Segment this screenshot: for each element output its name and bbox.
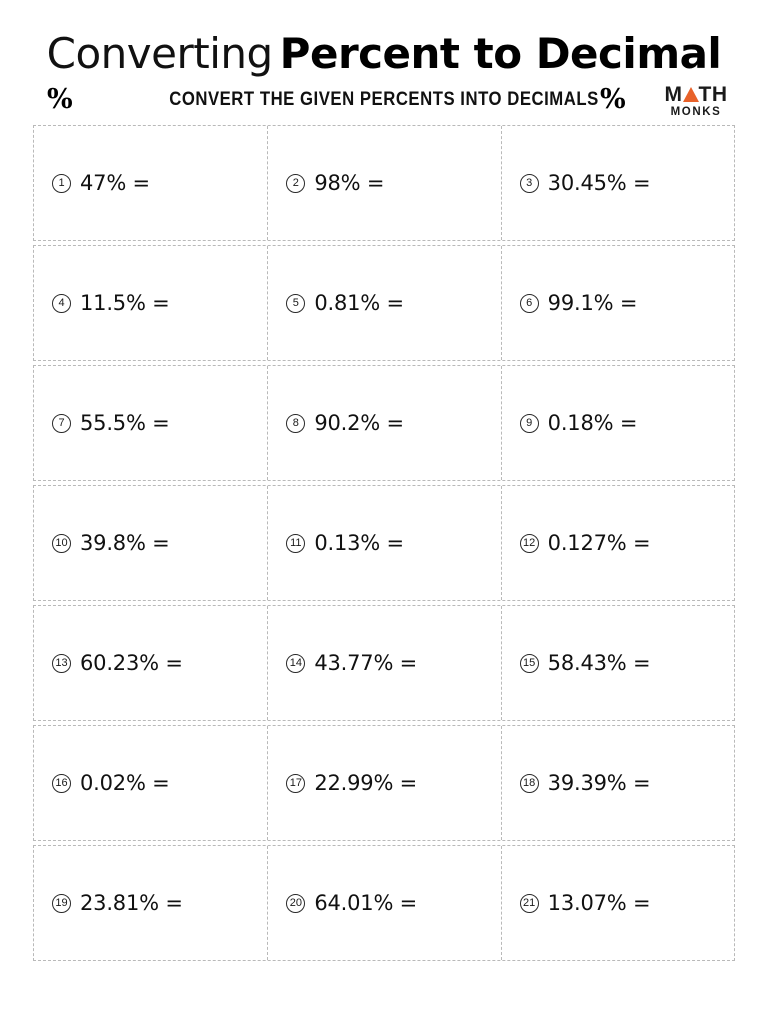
problem-expression: 64.01% =: [314, 891, 418, 915]
problem-number-badge: 19: [52, 893, 71, 913]
problem-grid: 1 47% = 2 98% = 3 30.45% = 4 11.5% = 5 0.81% = 6 99…: [33, 125, 735, 965]
problem-number-badge: 20: [286, 893, 306, 913]
page-title-light: Converting: [46, 29, 274, 78]
problem-number-badge: 6: [519, 293, 539, 313]
problem-expression: 11.5% =: [80, 291, 170, 315]
problem-number-badge: 9: [519, 413, 539, 433]
problem-cell[interactable]: 4 11.5% =: [34, 246, 267, 360]
problem-cell[interactable]: 5 0.81% =: [267, 246, 500, 360]
problem-number-badge: 14: [286, 653, 306, 673]
page-title: Converting Percent to Decimal: [0, 0, 768, 75]
problem-cell[interactable]: 8 90.2% =: [267, 366, 500, 480]
problem-row: 4 11.5% = 5 0.81% = 6 99.1% =: [33, 245, 735, 361]
problem-cell[interactable]: 6 99.1% =: [500, 246, 734, 360]
problem-cell[interactable]: 2 98% =: [267, 126, 500, 240]
problem-expression: 13.07% =: [547, 891, 651, 915]
problem-cell[interactable]: 12 0.127% =: [500, 486, 734, 600]
problem-expression: 60.23% =: [80, 651, 183, 675]
percent-symbol-right-icon: %: [600, 84, 626, 115]
problem-row: 10 39.8% = 11 0.13% = 12 0.127% =: [33, 485, 735, 601]
problem-cell[interactable]: 3 30.45% =: [500, 126, 734, 240]
problem-number-badge: 11: [286, 533, 306, 553]
problem-cell[interactable]: 7 55.5% =: [34, 366, 267, 480]
problem-expression: 0.127% =: [547, 531, 651, 555]
problem-row: 19 23.81% = 20 64.01% = 21 13.07% =: [33, 845, 735, 961]
problem-number-badge: 2: [286, 173, 306, 193]
percent-symbol-left-icon: %: [47, 84, 73, 115]
instruction-text: CONVERT THE GIVEN PERCENTS INTO DECIMALS: [169, 89, 599, 110]
instruction-row: % CONVERT THE GIVEN PERCENTS INTO DECIMA…: [0, 84, 768, 118]
problem-number-badge: 21: [519, 893, 539, 913]
problem-cell[interactable]: 14 43.77% =: [267, 606, 500, 720]
problem-expression: 58.43% =: [547, 651, 651, 675]
problem-expression: 98% =: [314, 171, 385, 195]
problem-row: 1 47% = 2 98% = 3 30.45% =: [33, 125, 735, 241]
problem-number-badge: 16: [52, 773, 71, 793]
problem-row: 7 55.5% = 8 90.2% = 9 0.18% =: [33, 365, 735, 481]
problem-expression: 43.77% =: [314, 651, 418, 675]
problem-number-badge: 7: [52, 413, 71, 433]
problem-expression: 30.45% =: [547, 171, 651, 195]
problem-number-badge: 4: [52, 293, 71, 313]
problem-number-badge: 1: [52, 173, 71, 193]
problem-expression: 0.18% =: [547, 411, 638, 435]
brand-wordmark-top: M TH: [665, 84, 728, 105]
problem-number-badge: 10: [52, 533, 71, 553]
brand-letter-m: M: [664, 83, 683, 106]
problem-number-badge: 13: [52, 653, 71, 673]
problem-expression: 39.39% =: [547, 771, 651, 795]
math-monks-logo: M TH MONKS: [657, 84, 735, 119]
problem-expression: 99.1% =: [547, 291, 638, 315]
problem-number-badge: 18: [519, 773, 539, 793]
problem-expression: 0.13% =: [314, 531, 404, 555]
problem-row: 13 60.23% = 14 43.77% = 15 58.43% =: [33, 605, 735, 721]
problem-expression: 0.81% =: [314, 291, 404, 315]
problem-cell[interactable]: 9 0.18% =: [500, 366, 734, 480]
problem-cell[interactable]: 13 60.23% =: [34, 606, 267, 720]
page-title-bold: Percent to Decimal: [279, 29, 722, 78]
problem-cell[interactable]: 20 64.01% =: [267, 846, 500, 960]
problem-number-badge: 3: [519, 173, 539, 193]
problem-expression: 47% =: [80, 171, 150, 195]
problem-cell[interactable]: 17 22.99% =: [267, 726, 500, 840]
problem-cell[interactable]: 11 0.13% =: [267, 486, 500, 600]
problem-expression: 90.2% =: [314, 411, 404, 435]
problem-number-badge: 15: [519, 653, 539, 673]
problem-expression: 23.81% =: [80, 891, 183, 915]
brand-wordmark-bottom: MONKS: [670, 106, 722, 118]
problem-cell[interactable]: 21 13.07% =: [500, 846, 734, 960]
problem-number-badge: 8: [286, 413, 306, 433]
problem-number-badge: 17: [286, 773, 306, 793]
problem-expression: 22.99% =: [314, 771, 418, 795]
problem-number-badge: 5: [286, 293, 306, 313]
worksheet-header: Converting Percent to Decimal % CONVERT T…: [0, 0, 768, 118]
problem-cell[interactable]: 1 47% =: [34, 126, 267, 240]
problem-cell[interactable]: 19 23.81% =: [34, 846, 267, 960]
problem-expression: 39.8% =: [80, 531, 170, 555]
problem-cell[interactable]: 16 0.02% =: [34, 726, 267, 840]
problem-cell[interactable]: 15 58.43% =: [500, 606, 734, 720]
brand-letters-th: TH: [698, 83, 728, 106]
problem-row: 16 0.02% = 17 22.99% = 18 39.39% =: [33, 725, 735, 841]
problem-expression: 0.02% =: [80, 771, 170, 795]
triangle-a-icon: [682, 87, 699, 102]
problem-cell[interactable]: 10 39.8% =: [34, 486, 267, 600]
problem-cell[interactable]: 18 39.39% =: [500, 726, 734, 840]
problem-expression: 55.5% =: [80, 411, 170, 435]
problem-number-badge: 12: [519, 533, 539, 553]
